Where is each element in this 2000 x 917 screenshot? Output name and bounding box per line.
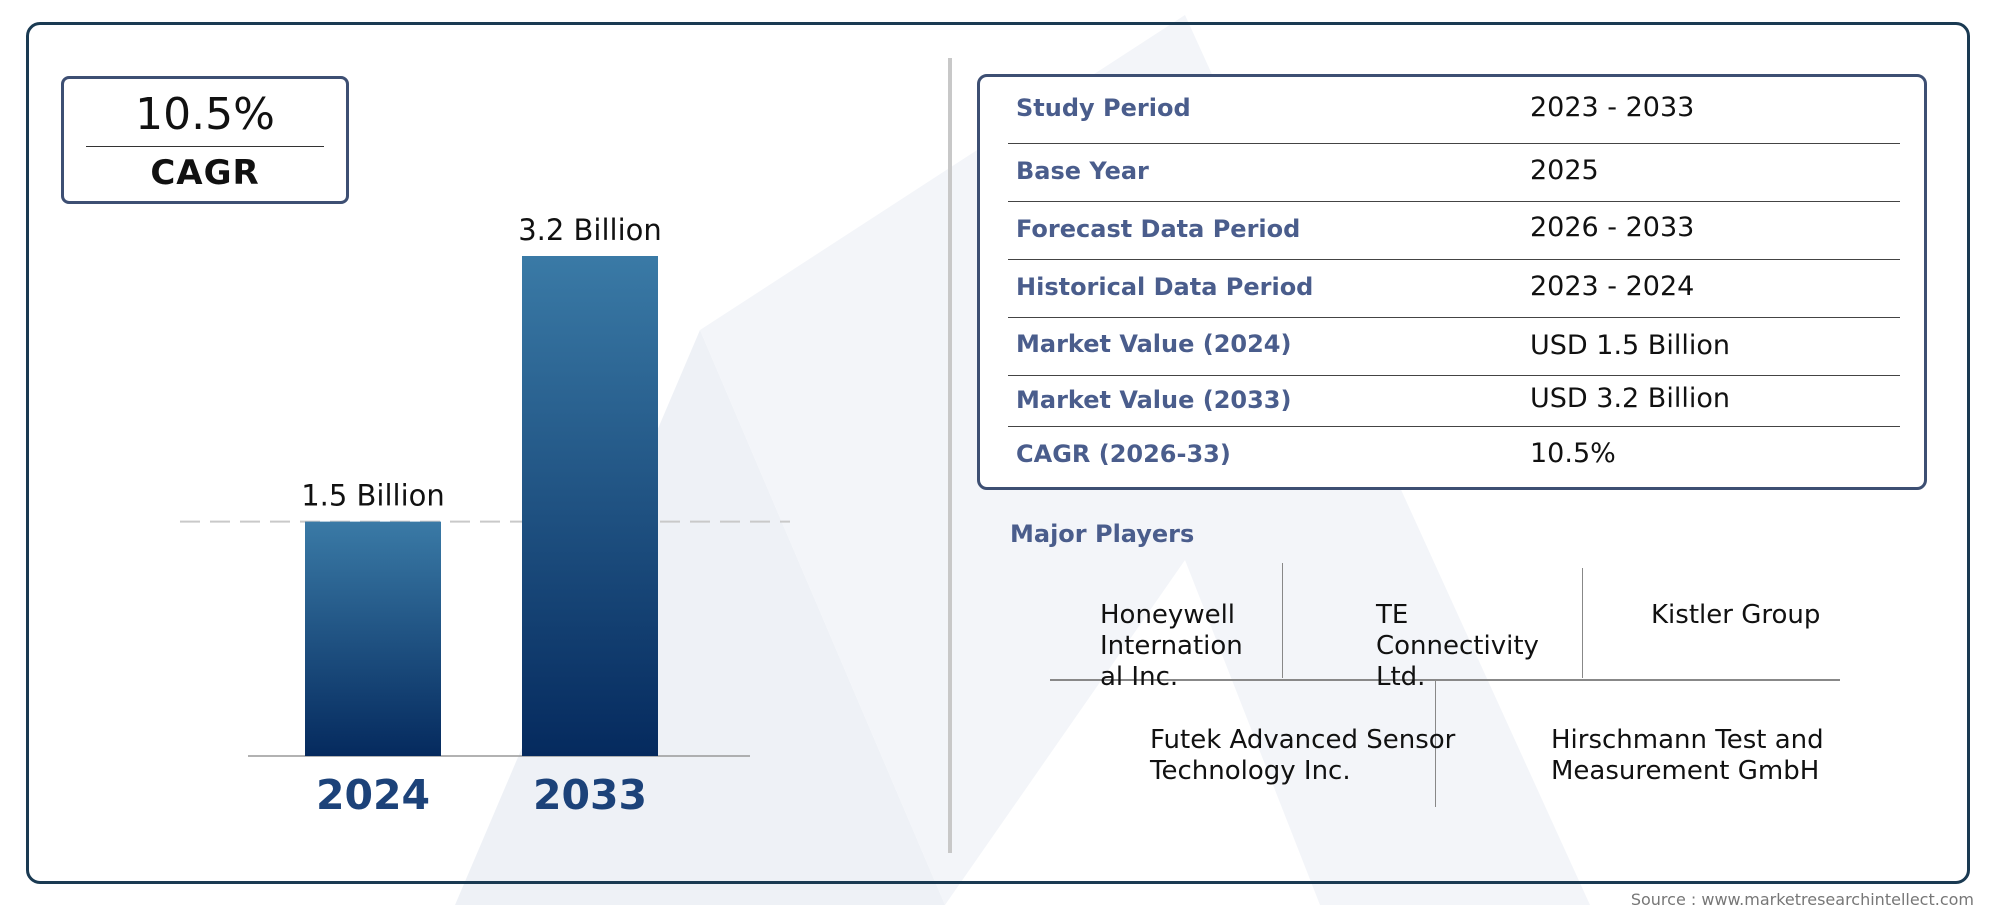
player-honeywell: Honeywell Internation al Inc. [1100, 600, 1243, 692]
info-value: 2026 - 2033 [1530, 212, 1695, 243]
info-row-market-value-2033: Market Value (2033) USD 3.2 Billion [1008, 375, 1900, 427]
info-value: 2025 [1530, 155, 1599, 186]
info-label: Market Value (2024) [1016, 330, 1292, 358]
bar-2033 [522, 256, 658, 756]
info-label: Market Value (2033) [1016, 386, 1292, 414]
info-label: Base Year [1016, 157, 1149, 185]
market-info-table: Study Period 2023 - 2033 Base Year 2025 … [977, 74, 1927, 490]
info-value: 2023 - 2024 [1530, 271, 1695, 302]
category-label-2024: 2024 [316, 771, 430, 819]
vertical-separator [948, 58, 952, 853]
info-row-cagr: CAGR (2026-33) 10.5% [1008, 426, 1900, 486]
bar-2024 [305, 521, 441, 756]
data-label-2024: 1.5 Billion [301, 479, 445, 513]
bar-chart: 1.5 Billion 3.2 Billion 2024 2033 [180, 213, 790, 819]
info-label: Forecast Data Period [1016, 215, 1301, 243]
info-row-base-year: Base Year 2025 [1008, 143, 1900, 202]
source-note: Source : www.marketresearchintellect.com [1630, 890, 1974, 909]
major-players-title: Major Players [1010, 520, 1195, 548]
player-te-connectivity: TE Connectivity Ltd. [1376, 600, 1539, 692]
info-row-forecast-period: Forecast Data Period 2026 - 2033 [1008, 201, 1900, 260]
info-row-market-value-2024: Market Value (2024) USD 1.5 Billion [1008, 317, 1900, 376]
players-divider-v1 [1282, 563, 1283, 678]
info-row-historical-period: Historical Data Period 2023 - 2024 [1008, 259, 1900, 318]
info-value: USD 1.5 Billion [1530, 330, 1730, 361]
info-value: 10.5% [1530, 438, 1616, 469]
outer-frame [26, 22, 1970, 884]
cagr-value: 10.5% [135, 89, 275, 140]
data-label-2033: 3.2 Billion [518, 213, 662, 247]
players-divider-v3 [1435, 680, 1436, 807]
cagr-label: CAGR [150, 153, 260, 193]
info-label: CAGR (2026-33) [1016, 440, 1231, 468]
info-value: 2023 - 2033 [1530, 92, 1695, 123]
info-label: Study Period [1016, 94, 1191, 122]
cagr-badge: 10.5% CAGR [61, 76, 349, 204]
players-divider-h [1050, 679, 1840, 681]
category-label-2033: 2033 [533, 771, 647, 819]
player-futek: Futek Advanced Sensor Technology Inc. [1150, 725, 1456, 786]
info-label: Historical Data Period [1016, 273, 1314, 301]
info-value: USD 3.2 Billion [1530, 383, 1730, 414]
players-divider-v2 [1582, 568, 1583, 678]
info-row-study-period: Study Period 2023 - 2033 [1008, 77, 1900, 144]
cagr-divider [86, 146, 324, 147]
player-hirschmann: Hirschmann Test and Measurement GmbH [1551, 725, 1824, 786]
player-kistler: Kistler Group [1651, 600, 1821, 630]
